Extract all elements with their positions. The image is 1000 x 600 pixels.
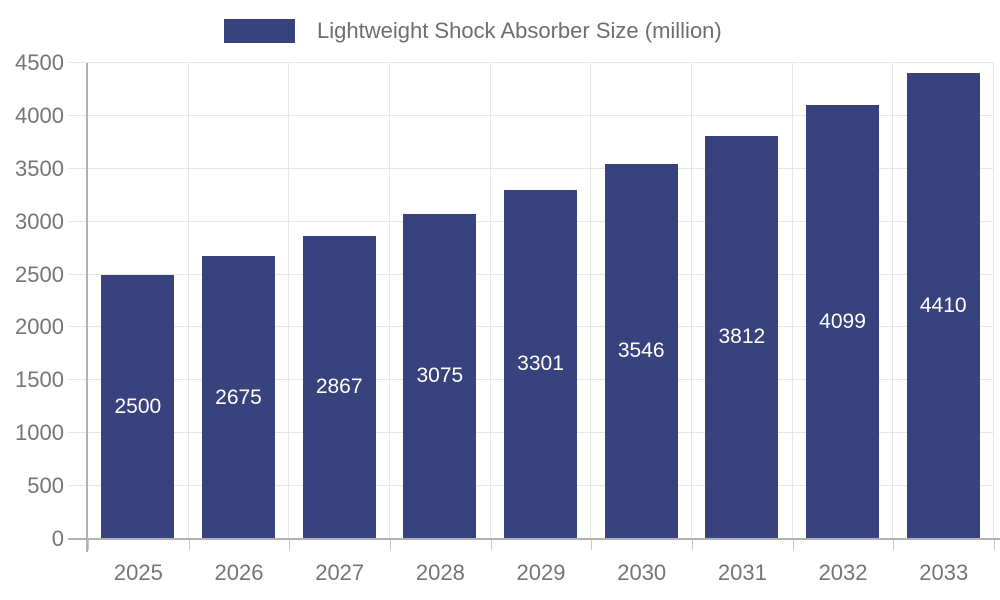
y-axis-tick-label: 500 xyxy=(27,473,64,499)
x-axis-line xyxy=(68,538,1000,540)
bar-2030[interactable]: 3546 xyxy=(604,163,678,539)
x-axis-tick-label: 2030 xyxy=(617,560,667,585)
bar-value-label: 3812 xyxy=(718,325,766,349)
bar-2028[interactable]: 3075 xyxy=(403,213,477,539)
gridline-h xyxy=(68,167,994,169)
x-axis-tick xyxy=(188,540,190,550)
bar-2026[interactable]: 2675 xyxy=(202,256,275,539)
bar-columns: 2500 2675 2867 3075 3301 3546 3812 4099 4410 xyxy=(88,63,995,539)
legend-item[interactable]: Lightweight Shock Absorber Size (million… xyxy=(224,18,722,44)
y-axis-line xyxy=(86,63,88,552)
y-axis-tick-label: 3000 xyxy=(15,208,64,234)
legend-label: Lightweight Shock Absorber Size (million… xyxy=(317,18,722,43)
x-axis-tick xyxy=(390,540,391,550)
y-axis-tick-label: 4500 xyxy=(15,50,64,75)
x-axis-tick xyxy=(792,540,794,550)
x-axis-tick xyxy=(692,540,693,550)
legend-swatch xyxy=(224,19,295,43)
x-axis-tick xyxy=(289,540,291,550)
bar-2032[interactable]: 4099 xyxy=(806,105,879,539)
x-axis-tick-label: 2026 xyxy=(214,560,264,585)
x-axis-tick xyxy=(893,540,895,550)
x-axis-tick-label: 2031 xyxy=(717,560,767,585)
x-axis-tick xyxy=(994,540,995,550)
bar-2031[interactable]: 3812 xyxy=(705,135,779,539)
x-axis-tick xyxy=(591,540,593,550)
category-column: 4410 xyxy=(893,63,995,539)
bar-2033[interactable]: 4410 xyxy=(906,72,980,539)
bar-value-label: 4410 xyxy=(919,293,967,317)
y-axis-tick-label: 2000 xyxy=(15,314,64,340)
x-axis-tick-label: 2027 xyxy=(315,560,365,585)
bar-2029[interactable]: 3301 xyxy=(504,189,577,539)
category-column: 2867 xyxy=(289,63,391,539)
x-axis-tick-label: 2028 xyxy=(415,560,465,585)
y-axis-tick-label: 1500 xyxy=(15,367,64,393)
x-axis-tick xyxy=(490,540,492,550)
bar-value-label: 3546 xyxy=(617,339,665,363)
bar-2027[interactable]: 2867 xyxy=(302,235,376,539)
bar-2025[interactable]: 2500 xyxy=(101,274,175,539)
bar-value-label: 2867 xyxy=(315,375,363,399)
bar-value-label: 3301 xyxy=(517,352,564,376)
y-axis-tick-label: 4000 xyxy=(15,102,64,128)
category-column: 2675 xyxy=(189,63,290,539)
gridline-h xyxy=(68,62,994,63)
y-axis-tick-label: 1000 xyxy=(15,420,64,446)
x-axis-tick-label: 2029 xyxy=(516,560,566,585)
x-axis-tick-label: 2025 xyxy=(113,560,163,585)
x-axis-tick-label: 2032 xyxy=(818,560,868,585)
y-axis-tick-label: 3500 xyxy=(15,155,64,181)
x-axis-labels: 2025 2026 2027 2028 2029 2030 2031 2032 2033 xyxy=(88,560,994,586)
category-column: 3075 xyxy=(390,63,491,539)
plot-area: 2500 2675 2867 3075 3301 3546 3812 4099 4410 xyxy=(68,62,1000,552)
x-axis-tick xyxy=(88,540,89,550)
category-column: 3812 xyxy=(692,63,793,539)
category-column: 3546 xyxy=(591,63,693,539)
category-column: 2500 xyxy=(88,63,189,539)
gridline-h xyxy=(68,114,994,116)
bar-value-label: 3075 xyxy=(416,364,464,388)
category-column: 3301 xyxy=(491,63,592,539)
y-axis-tick-label: 2500 xyxy=(15,261,64,287)
x-axis-tick-label: 2033 xyxy=(919,560,969,585)
category-column: 4099 xyxy=(793,63,894,539)
bar-value-label: 2675 xyxy=(215,385,262,409)
bar-value-label: 4099 xyxy=(819,310,866,334)
bar-value-label: 2500 xyxy=(114,394,162,418)
y-axis-tick-label: 0 xyxy=(51,526,64,551)
